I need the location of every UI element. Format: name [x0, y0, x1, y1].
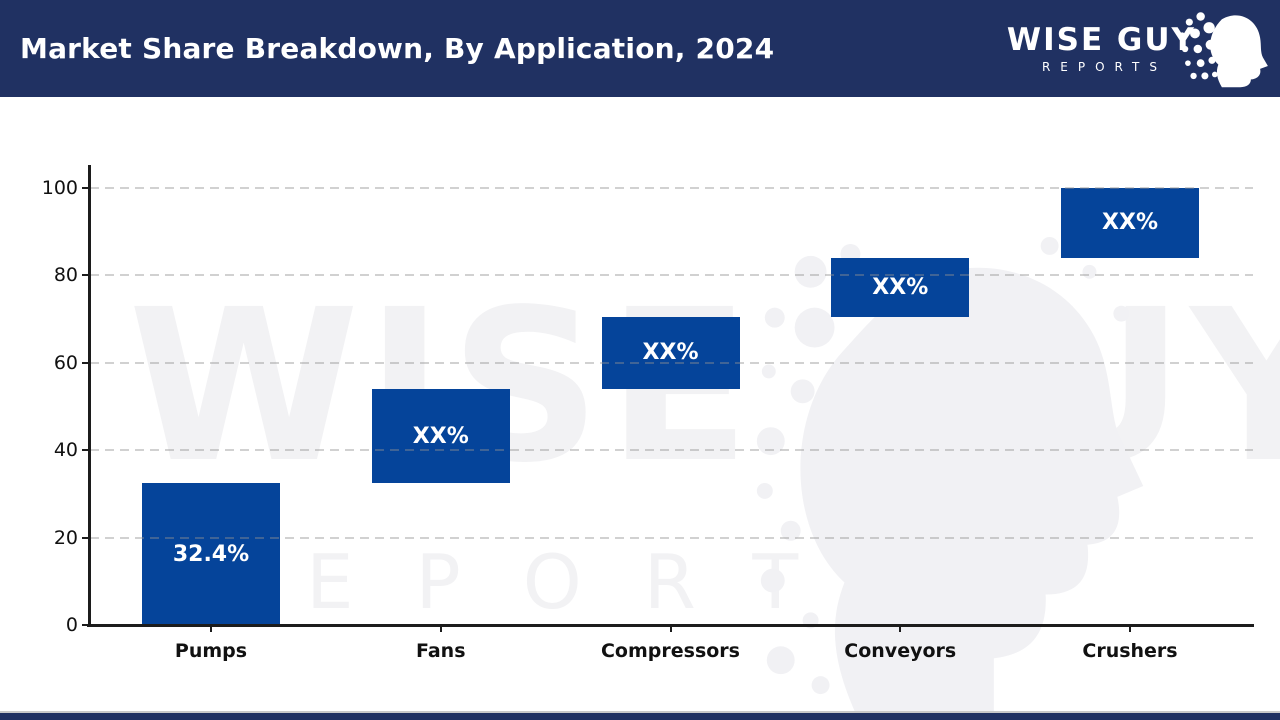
category-label-crushers: Crushers [1082, 640, 1178, 662]
category-label-fans: Fans [415, 640, 466, 662]
bar-crushers: XX% [1061, 188, 1199, 258]
category-label-pumps: Pumps [174, 640, 248, 662]
y-tick-mark-20 [82, 536, 90, 539]
y-tick-mark-100 [82, 187, 90, 189]
logo-head-icon [1179, 12, 1268, 88]
y-axis-spine [88, 165, 91, 627]
logo-line2: REPORTS [1041, 59, 1167, 74]
y-tick-mark-40 [82, 449, 90, 452]
x-tick-mark-compressors [669, 625, 672, 632]
y-tick-label-80: 80 [53, 264, 78, 287]
y-tick-label-60: 60 [53, 351, 78, 374]
category-label-compressors: Compressors [600, 640, 740, 662]
bar-fans: XX% [371, 389, 510, 484]
x-tick-mark-pumps [210, 625, 212, 632]
bar-pumps: 32.4% [142, 483, 280, 625]
bar-conveyors: XX% [831, 257, 970, 317]
header-bar: Market Share Breakdown, By Application, … [0, 0, 1280, 97]
gridline-40 [90, 449, 1253, 452]
x-tick-mark-fans [439, 625, 442, 632]
y-tick-mark-60 [82, 361, 90, 364]
footer-bar [0, 711, 1280, 720]
x-axis-spine [87, 624, 1254, 627]
page-title: Market Share Breakdown, By Application, … [20, 32, 775, 65]
bar-value-label-fans: XX% [412, 423, 469, 449]
bar-value-label-conveyors: XX% [872, 274, 929, 300]
gridline-60 [90, 361, 1253, 364]
x-tick-mark-conveyors [899, 625, 902, 632]
x-tick-mark-crushers [1129, 625, 1131, 632]
logo-line1: WISE GUY [1006, 22, 1196, 59]
category-label-conveyors: Conveyors [844, 640, 957, 662]
y-tick-mark-0 [82, 624, 90, 626]
gridline-80 [90, 274, 1253, 277]
logo-text: WISE GUY REPORTS [1007, 24, 1196, 74]
y-tick-label-0: 0 [65, 614, 78, 636]
watermark-head-silhouette-icon [756, 236, 1144, 715]
y-tick-label-40: 40 [53, 439, 78, 462]
watermark-text-line2: REPORTS [192, 538, 970, 626]
y-tick-label-20: 20 [53, 526, 78, 549]
y-tick-mark-80 [82, 274, 90, 277]
gridline-20 [90, 536, 1253, 539]
bar-compressors: XX% [601, 316, 740, 389]
bar-value-label-pumps: 32.4% [172, 541, 250, 567]
y-tick-label-100: 100 [41, 177, 78, 199]
bar-value-label-compressors: XX% [642, 340, 699, 366]
bar-value-label-crushers: XX% [1102, 210, 1158, 236]
wise-guy-logo: WISE GUY REPORTS [1007, 4, 1270, 94]
gridline-100 [90, 187, 1253, 189]
